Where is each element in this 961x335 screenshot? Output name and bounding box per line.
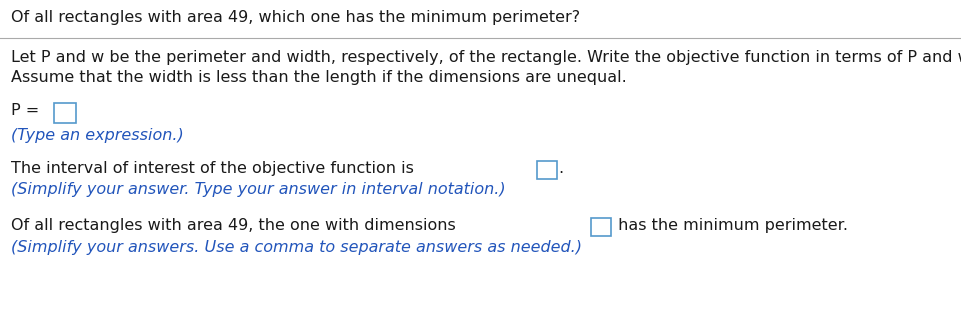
Text: P =: P =	[11, 103, 44, 118]
Text: Of all rectangles with area 49, the one with dimensions: Of all rectangles with area 49, the one …	[11, 218, 461, 233]
FancyBboxPatch shape	[591, 218, 611, 236]
Text: The interval of interest of the objective function is: The interval of interest of the objectiv…	[11, 161, 419, 176]
Text: (Simplify your answers. Use a comma to separate answers as needed.): (Simplify your answers. Use a comma to s…	[11, 240, 582, 255]
FancyBboxPatch shape	[54, 103, 76, 123]
Text: (Type an expression.): (Type an expression.)	[11, 128, 184, 143]
Text: Assume that the width is less than the length if the dimensions are unequal.: Assume that the width is less than the l…	[11, 70, 627, 85]
Text: Of all rectangles with area 49, which one has the minimum perimeter?: Of all rectangles with area 49, which on…	[11, 10, 580, 25]
FancyBboxPatch shape	[537, 161, 557, 179]
Text: .: .	[558, 161, 563, 176]
Text: has the minimum perimeter.: has the minimum perimeter.	[613, 218, 849, 233]
Text: Let P and w be the perimeter and width, respectively, of the rectangle. Write th: Let P and w be the perimeter and width, …	[11, 50, 961, 65]
Text: (Simplify your answer. Type your answer in interval notation.): (Simplify your answer. Type your answer …	[11, 182, 505, 197]
